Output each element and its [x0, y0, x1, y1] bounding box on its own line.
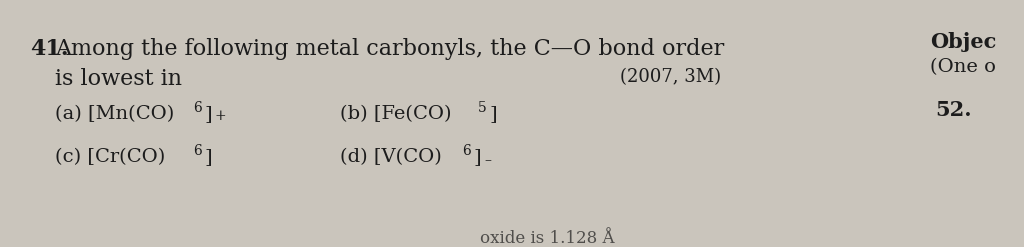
- Text: ]: ]: [489, 105, 497, 123]
- Text: 6: 6: [193, 144, 202, 158]
- Text: +: +: [215, 109, 226, 123]
- Text: ]: ]: [204, 105, 212, 123]
- Text: 6: 6: [462, 144, 471, 158]
- Text: Objec: Objec: [930, 32, 996, 52]
- Text: 52.: 52.: [935, 100, 972, 120]
- Text: –: –: [484, 153, 490, 167]
- Text: (c) [Cr(CO): (c) [Cr(CO): [55, 148, 165, 166]
- Text: Among the following metal carbonyls, the C—O bond order: Among the following metal carbonyls, the…: [55, 38, 724, 60]
- Text: (a) [Mn(CO): (a) [Mn(CO): [55, 105, 174, 123]
- Text: 41.: 41.: [30, 38, 69, 60]
- Text: (b) [Fe(CO): (b) [Fe(CO): [340, 105, 452, 123]
- Text: 5: 5: [478, 101, 486, 115]
- Text: (One o: (One o: [930, 58, 996, 76]
- Text: oxide is 1.128 Å: oxide is 1.128 Å: [480, 230, 614, 247]
- Text: ]: ]: [204, 148, 212, 166]
- Text: (2007, 3M): (2007, 3M): [620, 68, 721, 86]
- Text: (d) [V(CO): (d) [V(CO): [340, 148, 441, 166]
- Text: ]: ]: [473, 148, 480, 166]
- Text: is lowest in: is lowest in: [55, 68, 182, 90]
- Text: 6: 6: [193, 101, 202, 115]
